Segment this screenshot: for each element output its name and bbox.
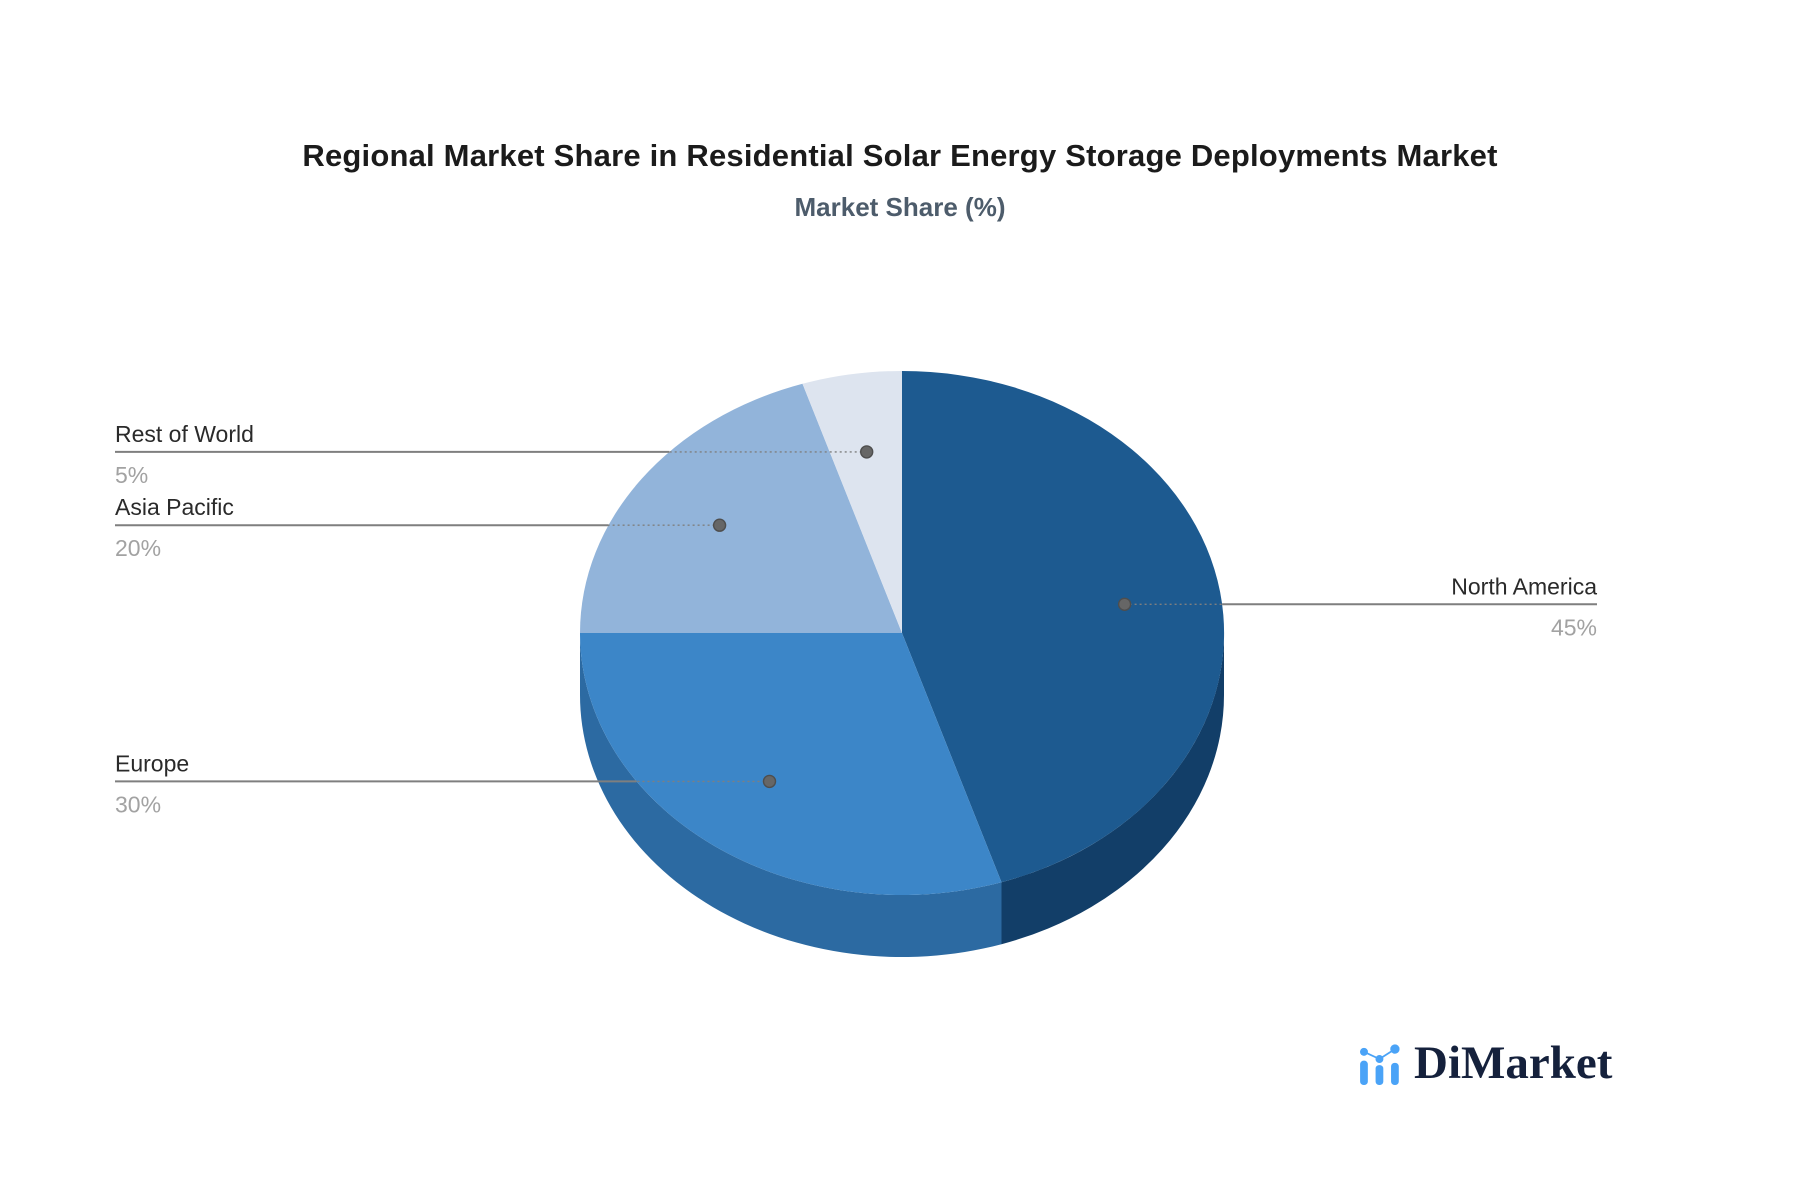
chart-title: Regional Market Share in Residential Sol…	[302, 138, 1498, 173]
slice-value-north-america: 45%	[1551, 614, 1597, 640]
slice-value-asia-pacific: 20%	[115, 535, 161, 561]
pie-slice-europe[interactable]	[580, 633, 1002, 896]
leader-dot-rest-of-world	[860, 445, 874, 459]
pie-slice-north-america[interactable]	[902, 370, 1225, 883]
pie-slice-side-europe	[580, 633, 1002, 958]
leader-dot-europe	[762, 774, 777, 789]
pie-slice-asia-pacific[interactable]	[580, 383, 902, 633]
leader-dot-asia-pacific	[712, 518, 727, 532]
dimarket-logo: DiMarket	[1360, 1040, 1612, 1087]
logo-text: DiMarket	[1414, 1037, 1613, 1089]
pie-slice-side-north-america	[1001, 633, 1224, 945]
bar-chart-trend-icon	[1360, 1043, 1400, 1085]
slice-value-europe: 30%	[115, 791, 161, 817]
pie-slice-rest-of-world[interactable]	[802, 371, 903, 633]
slice-label-rest-of-world: Rest of World	[115, 421, 254, 447]
slice-label-europe: Europe	[115, 750, 189, 776]
slice-label-asia-pacific: Asia Pacific	[115, 494, 234, 520]
slice-value-rest-of-world: 5%	[115, 462, 148, 488]
leader-dot-north-america	[1117, 597, 1132, 611]
chart-subtitle: Market Share (%)	[794, 192, 1006, 222]
slice-label-north-america: North America	[1451, 573, 1597, 599]
